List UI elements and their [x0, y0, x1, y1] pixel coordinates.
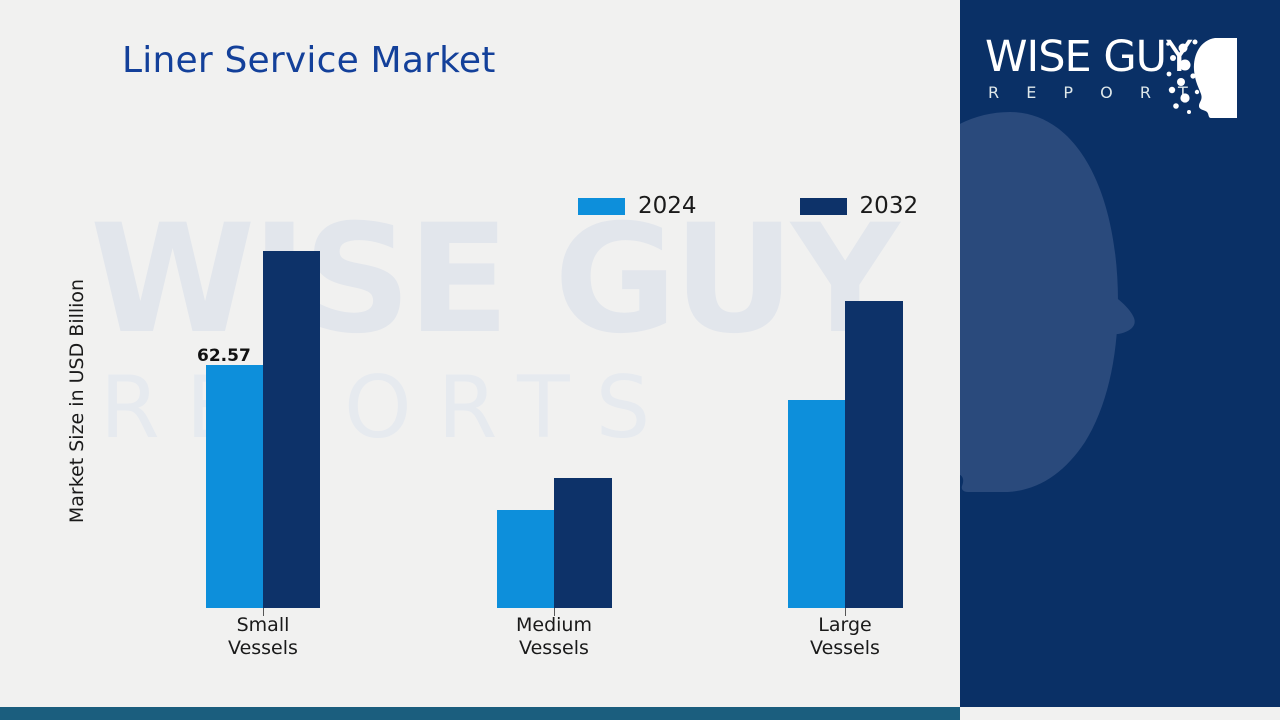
bar[interactable]	[263, 251, 320, 608]
category-label-line: Vessels	[519, 637, 589, 660]
legend-label-2024: 2024	[638, 193, 697, 219]
head-silhouette-icon	[960, 112, 1135, 492]
bar-value-label: 62.57	[197, 346, 251, 366]
bottom-accent-bar	[0, 707, 960, 720]
x-axis-tick	[263, 608, 264, 616]
brand-logo: WISE GUY R E P O R T S	[985, 32, 1255, 122]
x-axis-tick	[845, 608, 846, 616]
x-axis-category-label: Medium Vessels	[454, 614, 654, 660]
logo-tagline: R E P O R T S	[988, 83, 1237, 102]
chart-legend: 2024 2032	[578, 195, 918, 218]
logo-wordmark: WISE GUY	[985, 32, 1192, 82]
x-axis-category-label: Large Vessels	[745, 614, 945, 660]
bar[interactable]	[497, 510, 554, 608]
x-axis-tick	[554, 608, 555, 616]
legend-swatch-2032	[799, 198, 847, 215]
bar[interactable]	[788, 400, 845, 608]
category-label-line: Small	[236, 614, 290, 636]
category-label-line: Large	[818, 614, 872, 636]
category-label-line: Vessels	[810, 637, 880, 660]
legend-item-2032[interactable]: 2032	[799, 193, 919, 219]
plot-area: 62.57 Small Vessels Medium Vessels Large Vesse…	[163, 251, 945, 660]
logo-head-icon	[1166, 38, 1237, 118]
legend-label-2032: 2032	[859, 193, 919, 219]
bar[interactable]	[554, 478, 612, 608]
category-label-line: Medium	[516, 614, 592, 636]
category-label-line: Vessels	[228, 637, 298, 660]
bar[interactable]	[206, 365, 263, 608]
brand-panel	[960, 0, 1280, 707]
legend-swatch-2024	[578, 198, 625, 215]
legend-item-2024[interactable]: 2024	[578, 195, 697, 218]
x-axis-category-label: Small Vessels	[163, 614, 363, 660]
chart: Market Size in USD Billion 2024 2032 62.…	[66, 195, 945, 660]
bar[interactable]	[845, 301, 903, 608]
page-title: Liner Service Market	[122, 40, 496, 81]
